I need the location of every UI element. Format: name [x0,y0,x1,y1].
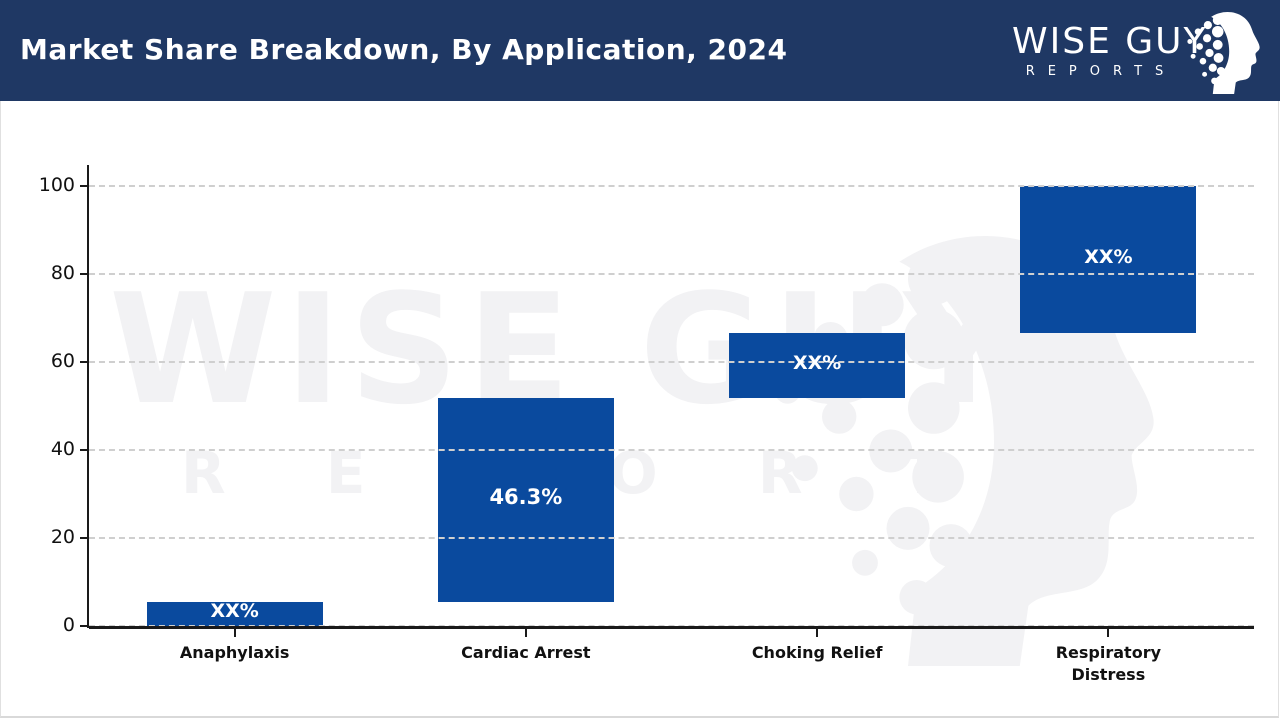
y-tick-mark [80,537,88,539]
x-tick-mark [233,629,236,637]
x-category-label: Choking Relief [751,643,883,662]
brand-logo-text: WISE GUY REPORTS [1012,21,1208,80]
x-category-label: Respiratory Distress [1055,643,1162,684]
y-gridline [89,449,1254,451]
y-tick-mark [80,185,88,187]
page-title: Market Share Breakdown, By Application, … [20,33,788,66]
y-tick-mark [80,625,88,627]
y-gridline [89,361,1254,363]
x-axis-line [89,626,1254,629]
y-gridline [89,273,1254,275]
y-tick-mark [80,361,88,363]
face-dots-icon [1187,12,1260,94]
x-category-label: Cardiac Arrest [461,643,591,662]
y-tick-label: 100 [38,174,75,196]
brand-subname: REPORTS [1025,64,1177,79]
x-tick-mark [816,629,819,637]
bar-value-label: XX% [1084,246,1133,269]
brand-logo: WISE GUY REPORTS [1012,8,1262,96]
bar-value-label: XX% [210,600,259,623]
y-tick-label: 0 [62,614,75,636]
bar-cardiac-arrest [437,398,614,602]
y-tick-label: 40 [50,438,75,460]
watermark-face-dots-icon [774,236,1154,666]
brand-name: WISE GUY [1012,21,1208,62]
x-tick-mark [524,629,527,637]
x-category-label: Anaphylaxis [179,643,290,662]
y-tick-mark [80,273,88,275]
y-gridline [89,185,1254,187]
chart-area: WISE GUY R E P O R T S 0 20 40 60 80 100 XX% An… [0,101,1279,718]
bar-choking-relief [729,333,906,399]
header-band: Market Share Breakdown, By Application, … [0,0,1280,101]
y-tick-label: 60 [50,350,75,372]
x-tick-mark [1107,629,1110,637]
y-tick-label: 80 [50,262,75,284]
bar-respiratory-distress [1020,186,1197,334]
bar-value-label: 46.3% [489,484,563,509]
y-tick-label: 20 [50,526,75,548]
y-axis-line [87,165,89,628]
bar-anaphylaxis [146,601,323,626]
bar-value-label: XX% [792,352,842,375]
y-tick-mark [80,449,88,451]
y-gridline [89,537,1254,539]
